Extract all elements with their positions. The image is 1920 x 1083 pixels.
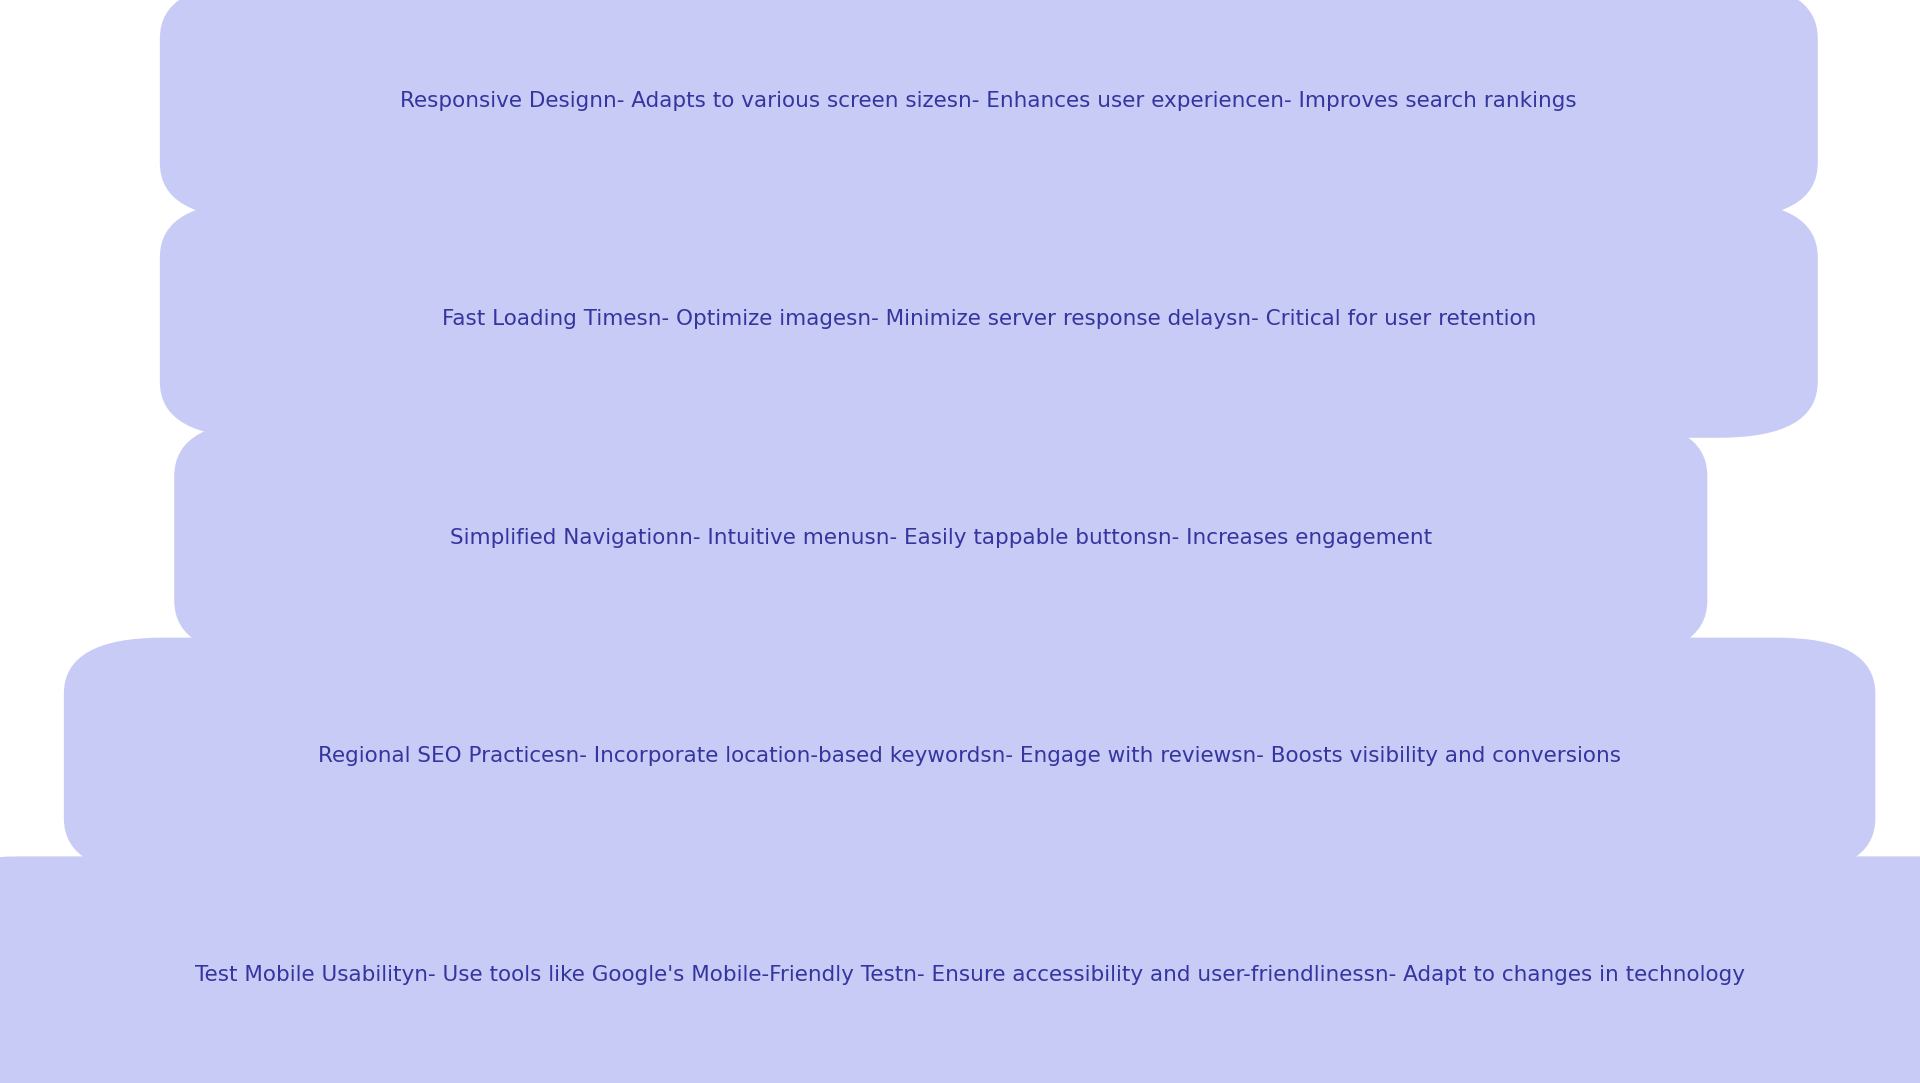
Text: Test Mobile Usabilityn- Use tools like Google's Mobile-Friendly Testn- Ensure ac: Test Mobile Usabilityn- Use tools like G… [194, 965, 1745, 984]
FancyBboxPatch shape [159, 201, 1818, 438]
FancyBboxPatch shape [159, 0, 1818, 219]
Text: Regional SEO Practicesn- Incorporate location-based keywordsn- Engage with revie: Regional SEO Practicesn- Incorporate loc… [319, 746, 1620, 766]
Text: Fast Loading Timesn- Optimize imagesn- Minimize server response delaysn- Critica: Fast Loading Timesn- Optimize imagesn- M… [442, 310, 1536, 329]
Text: Responsive Designn- Adapts to various screen sizesn- Enhances user experiencen- : Responsive Designn- Adapts to various sc… [401, 91, 1576, 110]
Text: Simplified Navigationn- Intuitive menusn- Easily tappable buttonsn- Increases en: Simplified Navigationn- Intuitive menusn… [449, 529, 1432, 548]
FancyBboxPatch shape [0, 857, 1920, 1083]
FancyBboxPatch shape [175, 420, 1707, 656]
FancyBboxPatch shape [63, 638, 1876, 874]
